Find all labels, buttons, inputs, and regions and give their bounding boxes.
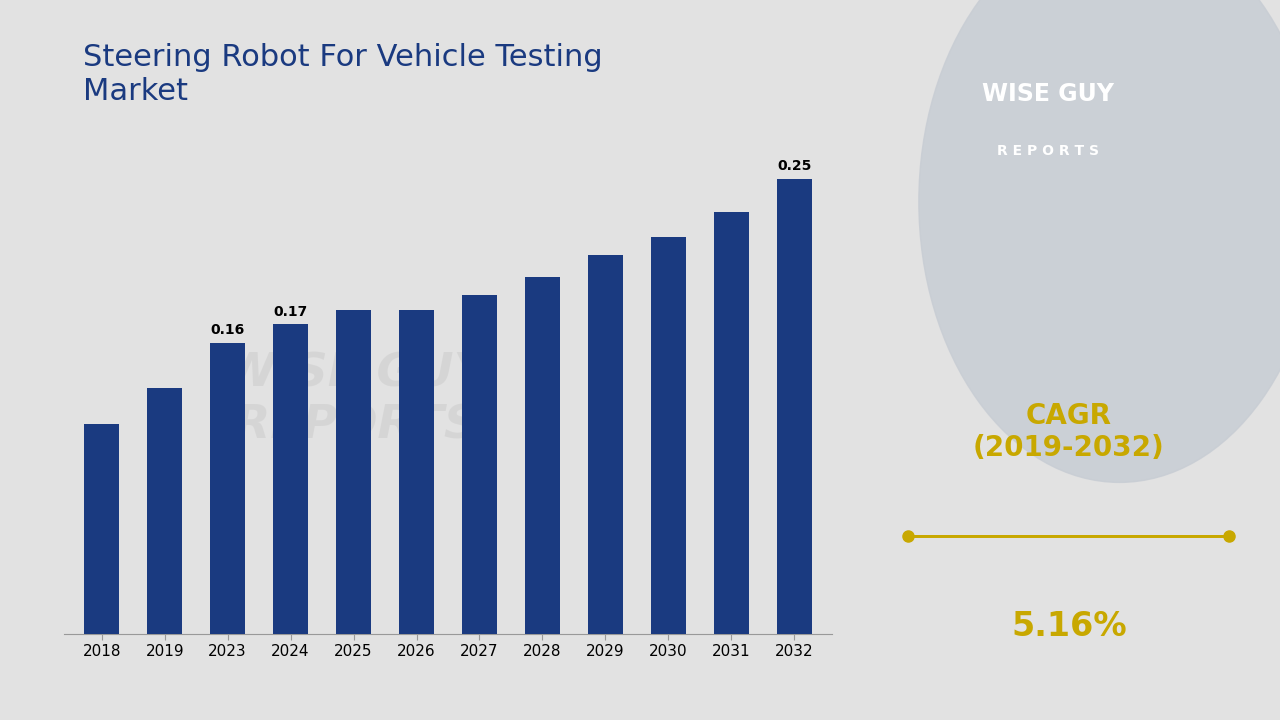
- Text: 5.16%: 5.16%: [1011, 610, 1126, 643]
- Text: R E P O R T S: R E P O R T S: [997, 144, 1098, 158]
- Text: 0.16: 0.16: [210, 323, 244, 337]
- Bar: [399, 310, 434, 634]
- Text: WISE GUY
REPORTS: WISE GUY REPORTS: [224, 352, 488, 449]
- Bar: [462, 295, 497, 634]
- Bar: [777, 179, 812, 634]
- Ellipse shape: [919, 0, 1280, 482]
- Text: WISE GUY: WISE GUY: [982, 81, 1114, 106]
- Text: 0.25: 0.25: [777, 159, 812, 174]
- Bar: [525, 277, 559, 634]
- Bar: [147, 388, 182, 634]
- Bar: [588, 256, 622, 634]
- Bar: [84, 424, 119, 634]
- Bar: [652, 237, 686, 634]
- Bar: [714, 212, 749, 634]
- Bar: [210, 343, 244, 634]
- Bar: [337, 310, 371, 634]
- Text: CAGR
(2019-2032): CAGR (2019-2032): [973, 402, 1165, 462]
- Text: Steering Robot For Vehicle Testing
Market: Steering Robot For Vehicle Testing Marke…: [83, 43, 603, 106]
- Text: 0.17: 0.17: [274, 305, 307, 319]
- Bar: [274, 325, 308, 634]
